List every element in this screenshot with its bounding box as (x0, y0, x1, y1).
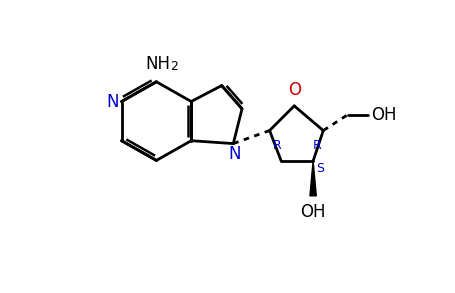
Text: R: R (313, 139, 322, 152)
Text: NH: NH (145, 55, 170, 73)
Polygon shape (310, 161, 316, 196)
Text: N: N (106, 93, 119, 110)
Text: R: R (273, 139, 281, 152)
Text: OH: OH (371, 105, 397, 124)
Text: 2: 2 (170, 60, 178, 73)
Text: OH: OH (300, 203, 326, 221)
Text: N: N (228, 145, 241, 163)
Text: O: O (288, 81, 301, 100)
Text: S: S (317, 162, 324, 176)
